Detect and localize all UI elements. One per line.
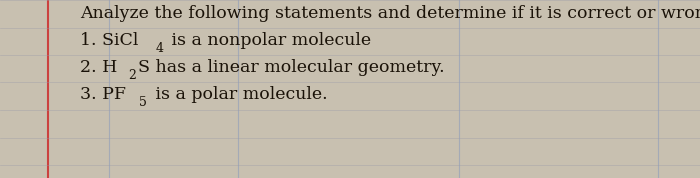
Text: is a nonpolar molecule: is a nonpolar molecule: [166, 32, 371, 49]
Text: 1. SiCl: 1. SiCl: [80, 32, 139, 49]
Text: 3. PF: 3. PF: [80, 86, 126, 103]
Text: is a polar molecule.: is a polar molecule.: [150, 86, 327, 103]
Text: 2: 2: [128, 69, 136, 82]
Text: 2. H: 2. H: [80, 59, 118, 76]
Text: Analyze the following statements and determine if it is correct or wrong.: Analyze the following statements and det…: [80, 5, 700, 22]
Text: S has a linear molecular geometry.: S has a linear molecular geometry.: [139, 59, 445, 76]
Text: 5: 5: [139, 96, 147, 109]
Text: 4: 4: [155, 42, 163, 55]
